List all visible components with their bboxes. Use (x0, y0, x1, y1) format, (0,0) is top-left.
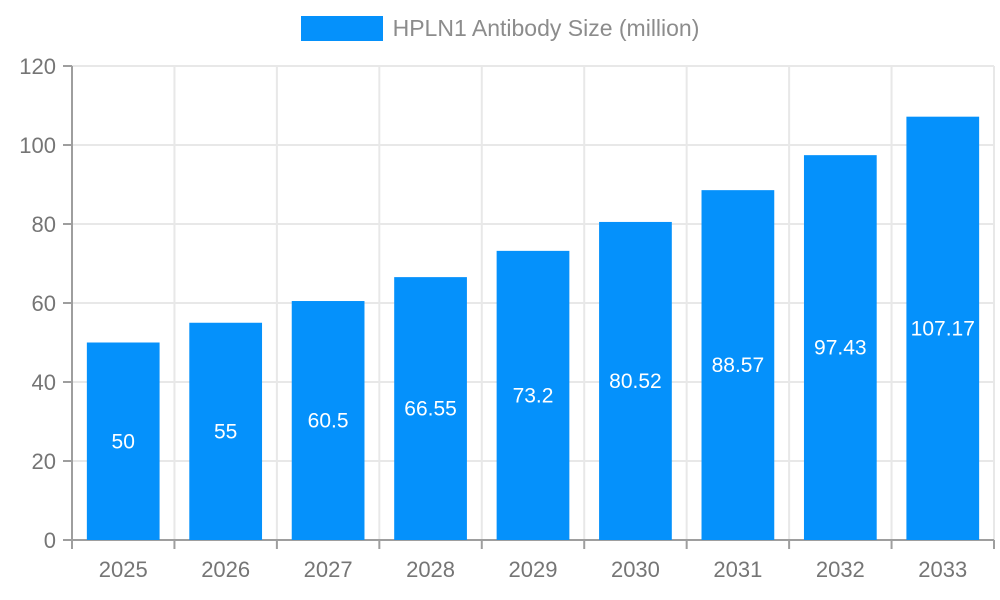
legend-item[interactable]: HPLN1 Antibody Size (million) (0, 16, 1000, 41)
y-tick-label: 120 (19, 54, 56, 79)
x-tick-label: 2028 (406, 557, 455, 582)
bar-value-label: 66.55 (404, 398, 457, 421)
bar-value-label: 97.43 (814, 337, 867, 360)
x-tick-label: 2025 (99, 557, 148, 582)
bar[interactable] (189, 322, 263, 540)
y-tick-label: 60 (32, 291, 56, 316)
bar[interactable] (906, 116, 980, 540)
bar-value-label: 73.2 (513, 384, 554, 407)
bar-value-label: 55 (214, 420, 237, 443)
x-tick-label: 2026 (201, 557, 250, 582)
x-tick-label: 2033 (918, 557, 967, 582)
x-tick-label: 2032 (816, 557, 865, 582)
bar[interactable] (86, 342, 160, 541)
bar-value-label: 50 (112, 430, 135, 453)
bar[interactable] (701, 190, 775, 540)
bar-value-label: 80.52 (609, 370, 662, 393)
legend-label: HPLN1 Antibody Size (million) (392, 15, 700, 41)
legend-swatch (300, 16, 383, 41)
x-tick-label: 2029 (509, 557, 558, 582)
bar[interactable] (803, 155, 877, 541)
bar[interactable] (496, 250, 570, 541)
bar-value-label: 107.17 (911, 317, 975, 340)
x-tick-label: 2031 (713, 557, 762, 582)
y-tick-label: 0 (44, 528, 56, 553)
x-tick-label: 2027 (304, 557, 353, 582)
bar[interactable] (291, 301, 365, 540)
bar[interactable] (599, 221, 672, 541)
y-tick-label: 40 (32, 370, 56, 395)
y-tick-label: 80 (32, 212, 56, 237)
bar[interactable] (394, 277, 467, 540)
y-tick-label: 100 (19, 133, 56, 158)
y-tick-label: 20 (32, 449, 56, 474)
bar-value-label: 60.5 (308, 410, 349, 433)
bar-value-label: 88.57 (712, 354, 765, 377)
x-tick-label: 2030 (611, 557, 660, 582)
